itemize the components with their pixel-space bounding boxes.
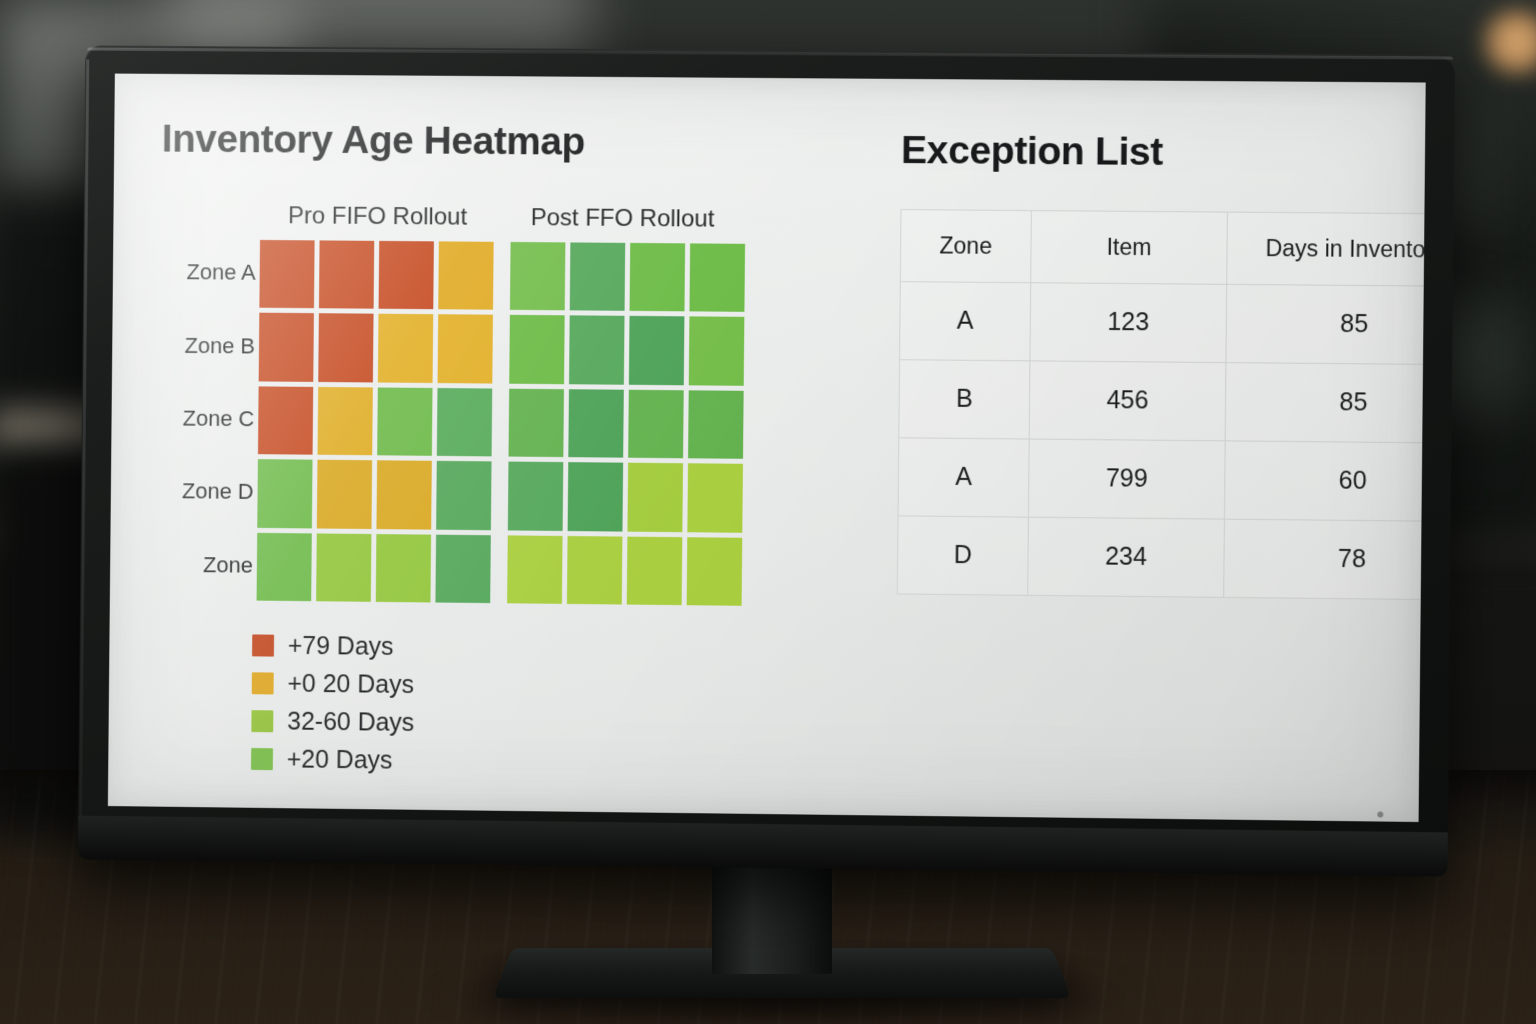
table-cell-r2c2: 60: [1224, 440, 1426, 522]
table-cell-r3c0: D: [897, 515, 1029, 596]
table-header-item[interactable]: Item: [1030, 210, 1228, 285]
heatmap-cell-post-r1c2[interactable]: [628, 316, 685, 386]
table-cell-r1c2: 85: [1225, 362, 1426, 444]
heatmap-cell-post-r3c3[interactable]: [687, 463, 743, 533]
table-cell-r1c1: 456: [1029, 360, 1226, 441]
heatmap-cell-post-r2c0[interactable]: [508, 388, 564, 458]
legend-item-2: 32-60 Days: [251, 702, 414, 742]
heatmap-row-label-4: Zone: [203, 552, 254, 578]
heatmap-cell-post-r4c0[interactable]: [507, 535, 563, 604]
heatmap-cell-pre-r3c3[interactable]: [436, 461, 492, 530]
heatmap-cell-pre-r1c3[interactable]: [437, 314, 493, 384]
heatmap-grid-post-fifo[interactable]: [507, 241, 746, 606]
heatmap-subtitle-post: Post FFO Rollout: [530, 204, 715, 233]
legend-item-1: +0 20 Days: [251, 664, 415, 704]
heatmap-cell-post-r3c0[interactable]: [507, 461, 564, 531]
table-row[interactable]: B 456 85: [898, 359, 1426, 444]
table-row[interactable]: A 123 85: [899, 281, 1426, 365]
table-header-days-in-inventory[interactable]: Days in Inventory: [1226, 212, 1426, 287]
table-header-zone[interactable]: Zone: [900, 209, 1032, 283]
heatmap-cell-pre-r2c0[interactable]: [257, 386, 314, 455]
legend-label-1: +0 20 Days: [287, 669, 415, 699]
exception-list-title: Exception List: [900, 128, 1164, 174]
table-cell-r0c1: 123: [1029, 282, 1227, 363]
table-cell-r3c2: 78: [1223, 519, 1426, 601]
exception-table-head: Zone Item Days in Inventory: [900, 209, 1426, 287]
legend-label-0: +79 Days: [287, 631, 394, 661]
exception-table: Zone Item Days in Inventory A 123 85 B 456 85 A 7…: [897, 209, 1426, 601]
heatmap-grid-pre-fifo[interactable]: [256, 239, 494, 604]
heatmap-cell-post-r0c3[interactable]: [689, 243, 746, 313]
heatmap-row-label-0: Zone A: [186, 259, 256, 285]
table-cell-r3c1: 234: [1027, 517, 1225, 598]
table-header-row: Zone Item Days in Inventory: [900, 209, 1426, 287]
legend-swatch-0: [252, 634, 275, 657]
heatmap-cell-pre-r4c2[interactable]: [375, 533, 432, 603]
monitor-brand-dot: [1377, 811, 1384, 818]
heatmap-cell-pre-r3c1[interactable]: [316, 459, 373, 529]
legend-swatch-2: [251, 710, 274, 733]
heatmap-cell-post-r3c2[interactable]: [627, 462, 684, 532]
heatmap-cell-post-r1c1[interactable]: [569, 315, 625, 385]
heatmap-cell-pre-r2c2[interactable]: [377, 387, 433, 457]
heatmap-cell-pre-r1c1[interactable]: [318, 313, 374, 383]
legend-item-0: +79 Days: [252, 626, 415, 666]
heatmap-cell-post-r2c3[interactable]: [688, 390, 744, 459]
heatmap-panel: Inventory Age Heatmap Pro FIFO Rollout P…: [161, 117, 860, 774]
background-bokeh-light: [1480, 8, 1536, 76]
heatmap-subtitles: Pro FIFO Rollout Post FFO Rollout: [161, 201, 859, 240]
table-cell-r0c2: 85: [1225, 284, 1426, 365]
heatmap-cell-pre-r1c0[interactable]: [258, 313, 314, 382]
exception-table-body: A 123 85 B 456 85 A 799 60 D 234 78: [897, 281, 1426, 601]
heatmap-cell-post-r0c2[interactable]: [629, 242, 686, 312]
monitor-stand-neck: [712, 862, 832, 974]
heatmap-cell-pre-r0c2[interactable]: [378, 240, 434, 310]
heatmap-cell-pre-r3c2[interactable]: [376, 460, 432, 530]
heatmap-cell-pre-r3c0[interactable]: [257, 459, 313, 529]
heatmap-cell-post-r4c3[interactable]: [686, 536, 743, 606]
heatmap-row-label-3: Zone D: [181, 478, 254, 505]
heatmap-subtitle-pre: Pro FIFO Rollout: [287, 202, 468, 231]
heatmap-cell-pre-r4c3[interactable]: [435, 534, 491, 604]
legend-label-2: 32-60 Days: [287, 707, 415, 737]
heatmap-cell-post-r1c0[interactable]: [509, 315, 565, 384]
heatmap-cell-pre-r0c0[interactable]: [259, 239, 315, 309]
table-cell-r2c1: 799: [1028, 439, 1226, 520]
table-cell-r0c0: A: [899, 281, 1031, 361]
table-row[interactable]: A 799 60: [898, 437, 1426, 522]
heatmap-cell-pre-r4c0[interactable]: [256, 532, 312, 602]
monitor-screen: Inventory Age Heatmap Pro FIFO Rollout P…: [107, 73, 1426, 823]
computer-monitor: Inventory Age Heatmap Pro FIFO Rollout P…: [77, 45, 1456, 877]
dashboard-content: Inventory Age Heatmap Pro FIFO Rollout P…: [108, 74, 1426, 822]
table-row[interactable]: D 234 78: [897, 515, 1426, 601]
heatmap-area: Zone A Zone B Zone C Zone D Zone: [157, 239, 858, 617]
legend-swatch-1: [251, 672, 274, 695]
heatmap-cell-post-r2c1[interactable]: [568, 389, 624, 458]
heatmap-legend: +79 Days +0 20 Days 32-60 Days +20 Days: [250, 626, 415, 780]
heatmap-cell-post-r0c0[interactable]: [509, 241, 566, 311]
legend-label-3: +20 Days: [286, 744, 393, 775]
heatmap-row-label-2: Zone C: [182, 405, 255, 432]
heatmap-cell-pre-r0c3[interactable]: [438, 241, 494, 311]
legend-swatch-3: [250, 748, 274, 771]
page-title: Inventory Age Heatmap: [161, 117, 586, 164]
heatmap-row-label-1: Zone B: [184, 332, 256, 359]
heatmap-cell-post-r1c3[interactable]: [688, 316, 745, 386]
legend-item-3: +20 Days: [250, 740, 414, 780]
heatmap-row-labels: Zone A Zone B Zone C Zone D Zone: [157, 239, 256, 610]
heatmap-cell-pre-r1c2[interactable]: [377, 314, 434, 383]
table-cell-r2c0: A: [898, 437, 1030, 518]
heatmap-cell-post-r0c1[interactable]: [569, 242, 626, 312]
heatmap-cell-post-r4c2[interactable]: [626, 536, 683, 606]
heatmap-cell-post-r2c2[interactable]: [628, 389, 684, 459]
heatmap-cell-post-r3c1[interactable]: [567, 462, 624, 532]
heatmap-cell-pre-r2c3[interactable]: [436, 387, 493, 457]
table-cell-r1c0: B: [898, 359, 1030, 440]
heatmap-cell-pre-r0c1[interactable]: [318, 240, 375, 310]
heatmap-cell-pre-r4c1[interactable]: [316, 533, 372, 602]
exception-list-panel: Exception List Zone Item Days in Inventory…: [897, 128, 1426, 601]
heatmap-cell-pre-r2c1[interactable]: [317, 386, 373, 456]
heatmap-cell-post-r4c1[interactable]: [566, 535, 623, 605]
